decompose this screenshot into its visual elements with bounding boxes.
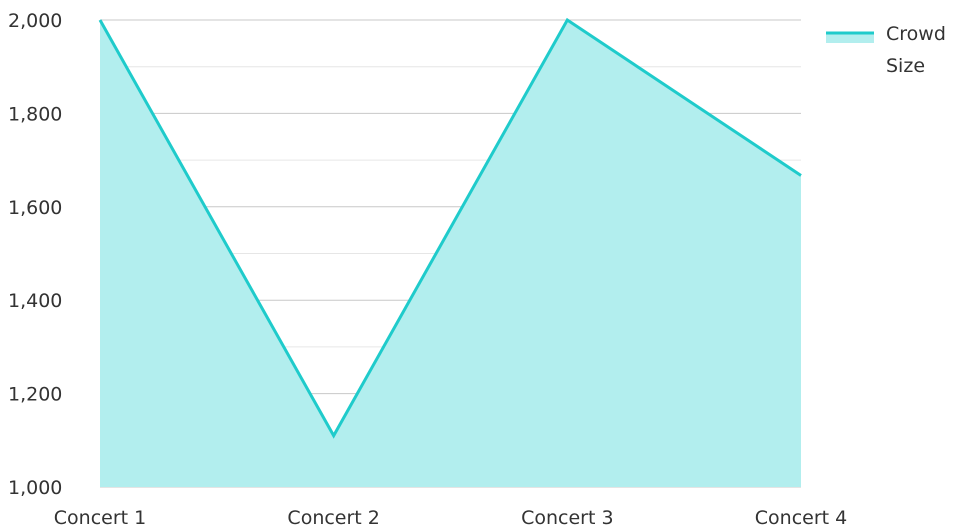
y-tick-label: 1,600 [8,197,62,219]
series-line [98,17,802,439]
x-tick-label: Concert 2 [287,507,379,529]
x-tick-label: Concert 4 [755,507,847,529]
series-area-fill [100,20,801,487]
y-tick-label: 1,800 [8,103,62,125]
area-series-layer [98,17,802,487]
legend-label-line-1: Crowd [886,23,946,45]
x-tick-label: Concert 3 [521,507,613,529]
y-tick-label: 1,000 [8,477,62,499]
x-axis-ticks: Concert 1 Concert 2 Concert 3 Concert 4 [54,507,847,529]
legend-label-line-2: Size [886,55,925,77]
y-axis-ticks: 1,000 1,200 1,400 1,600 1,800 2,000 [8,10,62,499]
legend[interactable]: Crowd Size [826,23,946,77]
legend-swatch-fill [826,33,874,43]
y-tick-label: 1,200 [8,384,62,406]
x-tick-label: Concert 1 [54,507,146,529]
y-tick-label: 2,000 [8,10,62,32]
y-tick-label: 1,400 [8,290,62,312]
